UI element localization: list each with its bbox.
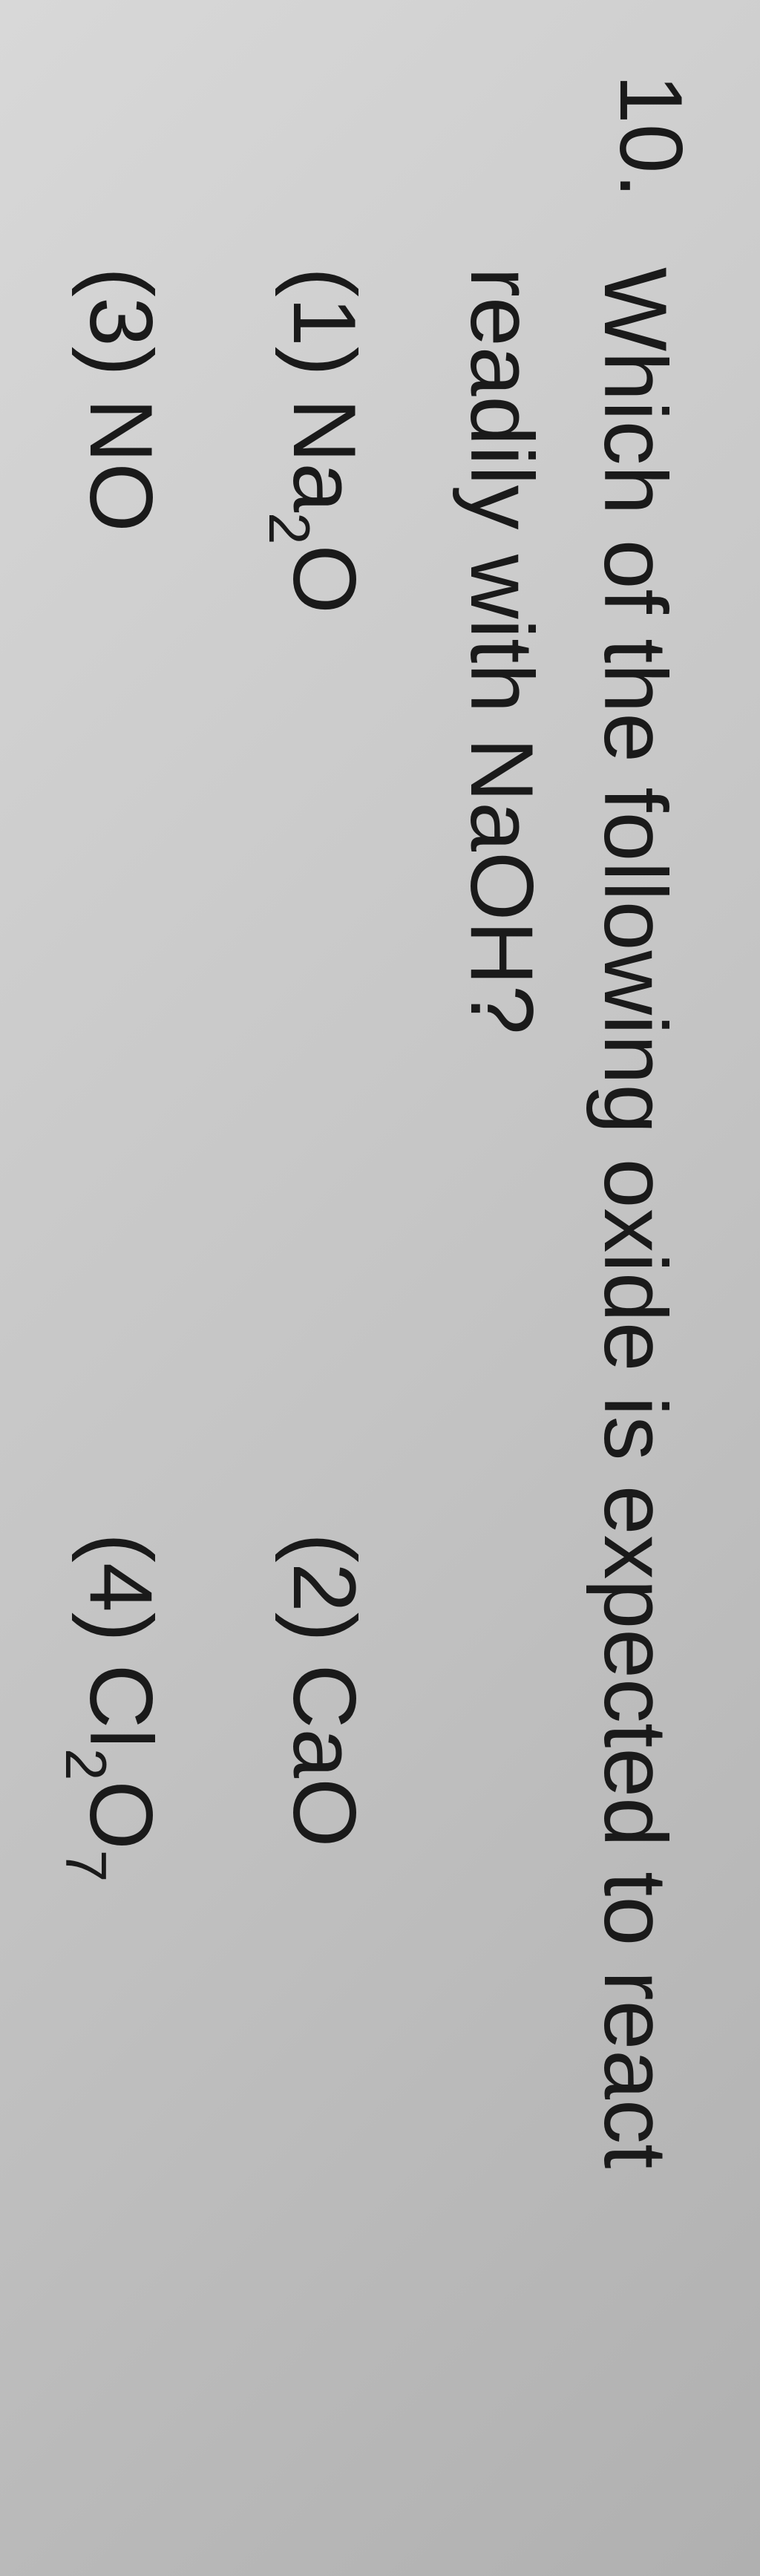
question-number: 10. — [600, 74, 702, 238]
option-3: (3) NO — [58, 267, 172, 1236]
option-2-formula: CaO — [273, 1664, 376, 1848]
option-1-number: (1) — [273, 267, 376, 376]
option-2-number: (2) — [273, 1533, 376, 1642]
page-container: 10. Which of the following oxide is expe… — [0, 0, 760, 2576]
content-block: 10. Which of the following oxide is expe… — [58, 74, 702, 2502]
option-1: (1) Na2O — [261, 267, 376, 1236]
option-4-formula: Cl2O7 — [58, 1664, 172, 1882]
option-2: (2) CaO — [261, 1533, 376, 2502]
option-3-formula: NO — [70, 399, 172, 532]
option-1-formula: Na2O — [261, 399, 376, 614]
question-row: 10. Which of the following oxide is expe… — [435, 74, 702, 2502]
question-line-2: readily with NaOH? — [452, 267, 551, 1035]
option-4: (4) Cl2O7 — [58, 1533, 172, 2502]
option-4-number: (4) — [70, 1533, 172, 1642]
question-line-1: Which of the following oxide is expected… — [586, 267, 685, 2168]
option-3-number: (3) — [70, 267, 172, 376]
options-grid: (1) Na2O (2) CaO (3) NO (4) Cl2O7 — [58, 267, 376, 2502]
question-text: Which of the following oxide is expected… — [435, 267, 702, 2168]
